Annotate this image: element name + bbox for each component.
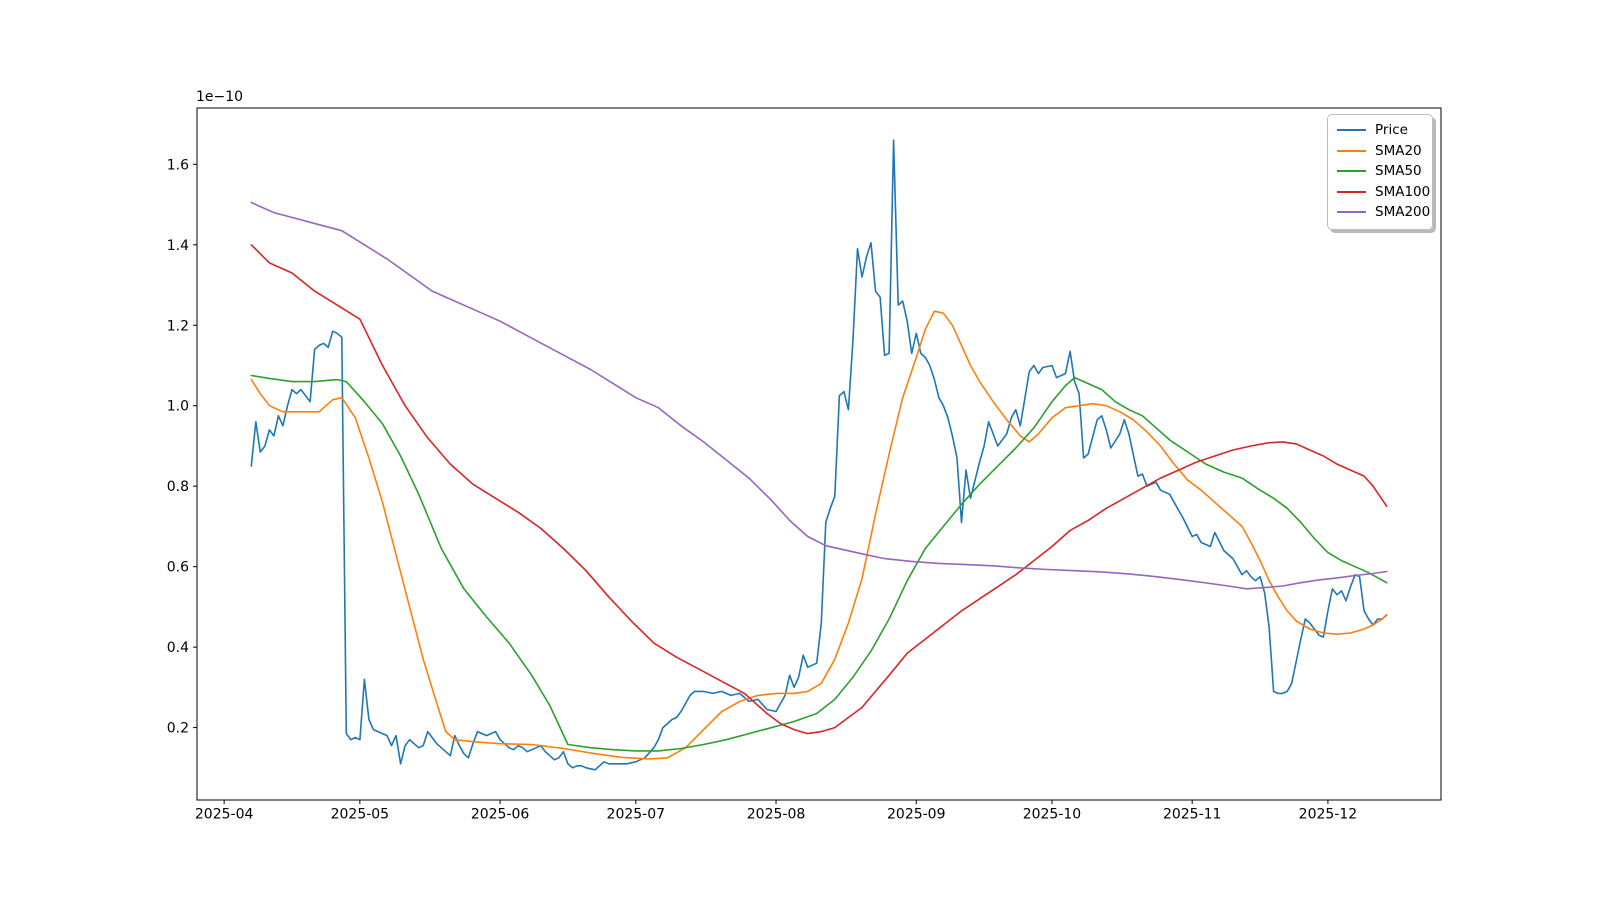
x-tick-label-2025-11: 2025-11 xyxy=(1163,807,1222,823)
x-tick-label-2025-10: 2025-10 xyxy=(1023,807,1082,823)
y-tick-label-0.6: 0.6 xyxy=(167,560,189,576)
y-tick-label-0.4: 0.4 xyxy=(167,640,189,656)
legend-item-price: Price xyxy=(1337,120,1424,141)
x-tick-label-2025-07: 2025-07 xyxy=(607,807,666,823)
y-tick-label-1.4: 1.4 xyxy=(167,238,189,254)
series-line-sma200 xyxy=(250,201,1388,590)
x-tick-label-2025-05: 2025-05 xyxy=(331,807,390,823)
y-tick-label-1.6: 1.6 xyxy=(167,157,189,173)
legend-item-sma200: SMA200 xyxy=(1337,202,1430,223)
legend-label-price: Price xyxy=(1375,122,1408,139)
y-tick-label-0.2: 0.2 xyxy=(167,721,189,737)
y-tick-label-1.2: 1.2 xyxy=(167,318,189,334)
series-line-price xyxy=(250,139,1388,771)
x-tick-label-2025-06: 2025-06 xyxy=(471,807,530,823)
y-tick-label-1.0: 1.0 xyxy=(167,399,189,415)
legend: Price SMA20 SMA50 SMA100 SMA200 xyxy=(1327,114,1433,230)
x-tick-label-2025-04: 2025-04 xyxy=(195,807,254,823)
sma100-line-swatch xyxy=(1337,190,1366,193)
legend-label-sma20: SMA20 xyxy=(1375,142,1422,159)
series-line-sma20 xyxy=(250,310,1388,760)
sma20-line-swatch xyxy=(1337,149,1366,152)
legend-label-sma100: SMA100 xyxy=(1375,183,1431,200)
sma200-line-swatch xyxy=(1337,211,1366,214)
series-line-sma50 xyxy=(250,374,1388,752)
y-axis-offset-text: 1e−10 xyxy=(196,89,243,105)
x-tick-label-2025-12: 2025-12 xyxy=(1299,807,1358,823)
legend-item-sma20: SMA20 xyxy=(1337,141,1424,162)
legend-item-sma100: SMA100 xyxy=(1337,182,1430,203)
legend-label-sma50: SMA50 xyxy=(1375,163,1422,180)
plot-area xyxy=(196,107,1442,801)
price-line-swatch xyxy=(1337,129,1366,132)
sma50-line-swatch xyxy=(1337,170,1366,173)
x-tick-label-2025-09: 2025-09 xyxy=(887,807,946,823)
x-tick-label-2025-08: 2025-08 xyxy=(747,807,806,823)
legend-item-sma50: SMA50 xyxy=(1337,161,1424,182)
legend-label-sma200: SMA200 xyxy=(1375,204,1431,221)
series-line-sma100 xyxy=(250,244,1388,735)
y-tick-label-0.8: 0.8 xyxy=(167,479,189,495)
